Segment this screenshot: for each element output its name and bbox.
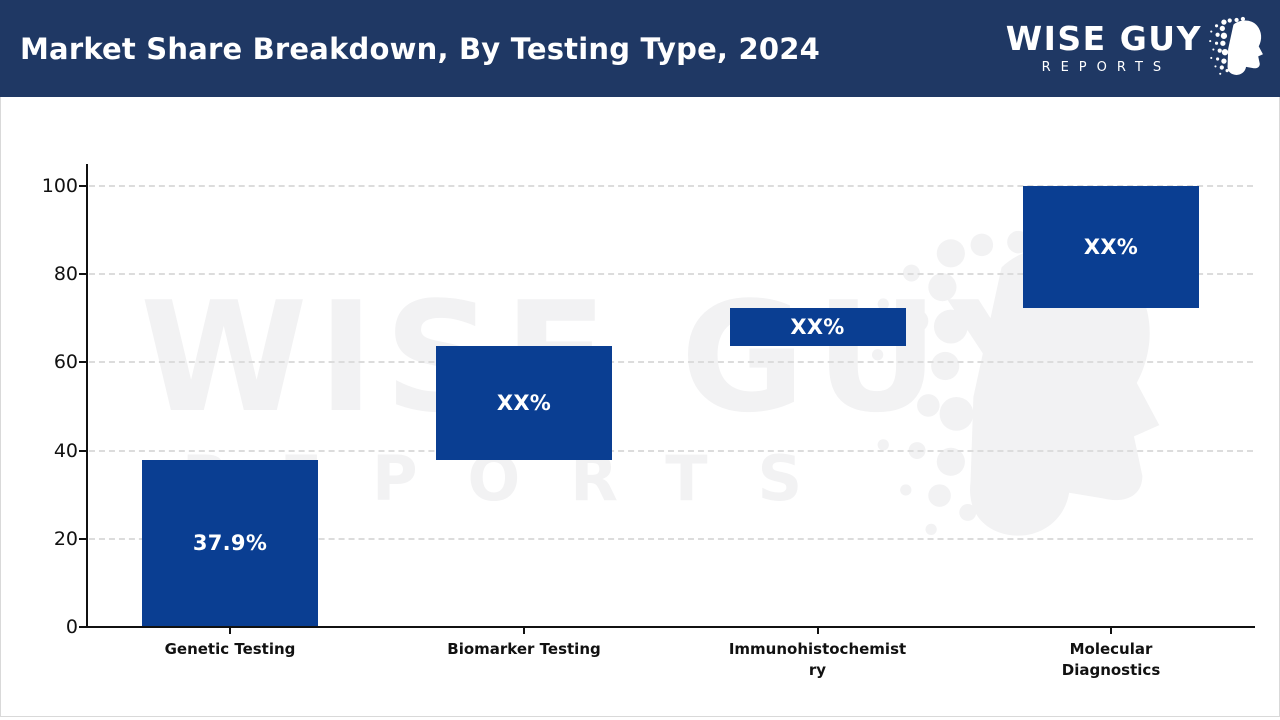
x-tick-mark [229,628,231,634]
y-tick-mark [79,185,87,187]
logo-text: WISE GUY REPORTS [1006,22,1202,75]
bar-value-label: XX% [790,315,845,340]
y-tick-label-100: 100 [41,175,78,197]
y-tick-mark [79,626,87,628]
bar-biomarker-testing: XX% [436,346,612,460]
bar-value-label: 37.9% [192,531,268,556]
x-tick-mark [816,628,819,634]
y-tick-mark [79,537,87,540]
x-tick-mark [1110,628,1112,634]
gridline-80 [89,273,1253,276]
header-bar: Market Share Breakdown, By Testing Type,… [0,0,1280,97]
gridline-60 [89,361,1253,364]
y-tick-label-40: 40 [53,439,78,462]
bar-value-label: XX% [1083,235,1139,260]
y-tick-mark [79,273,87,276]
x-tick-label-molecular-diagnostics: Molecular Diagnostics [1061,640,1161,679]
x-tick-label-biomarker-testing: Biomarker Testing [447,640,601,658]
x-axis-line [86,626,1255,628]
y-tick-label-80: 80 [53,263,78,286]
x-tick-label-immunohistochemistry: Immunohistochemist ry [728,640,907,679]
logo-wordmark: WISE GUY [1005,19,1202,58]
gridline-20 [89,537,1253,540]
y-tick-label-60: 60 [53,351,78,374]
wise-guy-logo: WISE GUY REPORTS [1006,10,1264,88]
x-tick-label-genetic-testing: Genetic Testing [164,640,296,658]
gridline-100 [89,185,1253,187]
y-axis-line [86,164,88,628]
bar-genetic-testing: 37.9% [142,459,318,627]
chart-title: Market Share Breakdown, By Testing Type,… [20,31,820,66]
y-tick-label-20: 20 [53,527,78,550]
bar-immunohistochemistry: XX% [729,308,906,347]
x-tick-mark [523,628,525,634]
gridline-40 [89,449,1253,452]
y-tick-mark [79,361,87,364]
y-tick-label-0: 0 [65,616,78,638]
logo-subtitle: REPORTS [1041,60,1172,75]
y-tick-mark [79,449,87,452]
bar-value-label: XX% [496,390,552,415]
logo-face-icon [1209,16,1263,75]
bar-molecular-diagnostics: XX% [1023,186,1199,309]
